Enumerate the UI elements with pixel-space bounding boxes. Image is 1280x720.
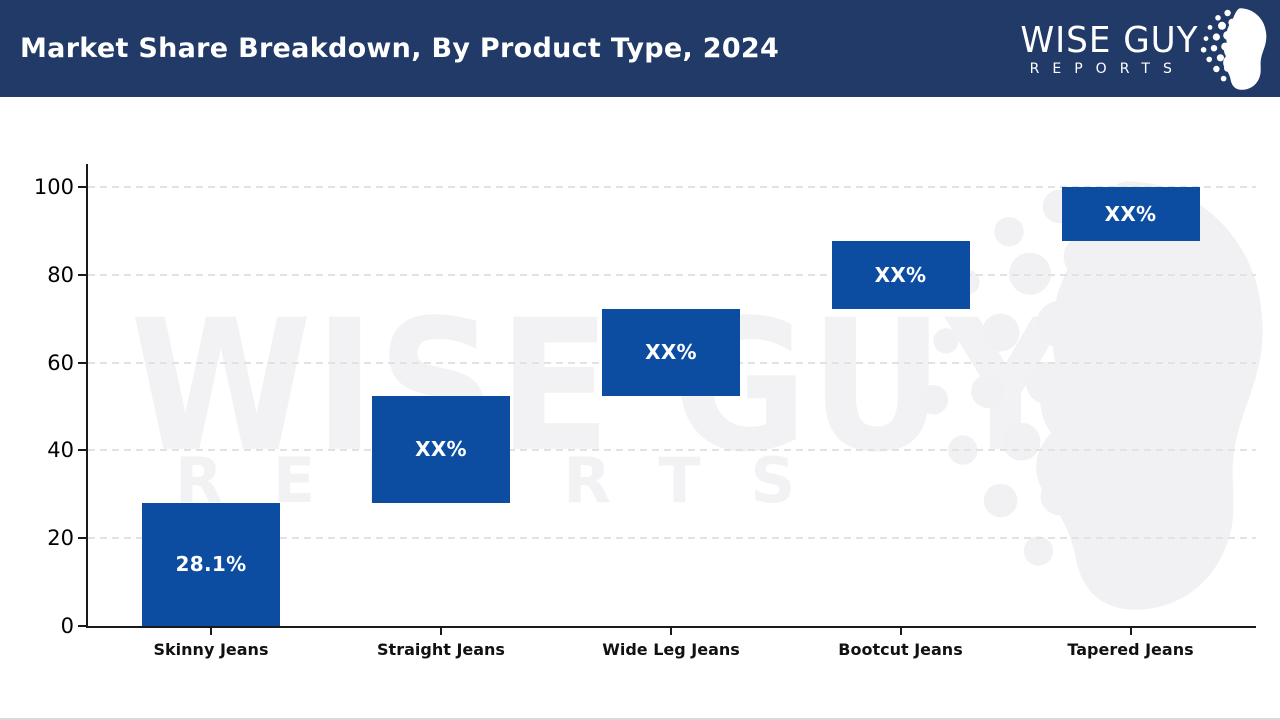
gridline-20 — [88, 537, 1256, 540]
brand-logo-wiseguy: WISE GUY — [1019, 19, 1198, 61]
y-tick-label-60: 60 — [47, 350, 74, 375]
y-tick-mark-80 — [78, 273, 88, 276]
x-axis-label-tapered-jeans: Tapered Jeans — [1067, 640, 1194, 659]
y-tick-mark-60 — [78, 361, 88, 364]
bar-straight-jeans: XX% — [372, 395, 510, 503]
page-title: Market Share Breakdown, By Product Type,… — [20, 33, 780, 64]
brand-logo-text: WISE GUY REPORTS — [1011, 19, 1199, 77]
bar-skinny-jeans: 28.1% — [142, 502, 280, 626]
y-tick-mark-0 — [78, 625, 88, 627]
y-tick-label-0: 0 — [60, 614, 74, 638]
brand-logo-face-icon — [1200, 8, 1267, 90]
bar-value-label-skinny-jeans: 28.1% — [175, 552, 247, 577]
y-tick-mark-100 — [78, 186, 88, 188]
x-tick-mark-skinny-jeans — [210, 628, 212, 635]
header-bar: Market Share Breakdown, By Product Type,… — [0, 0, 1280, 97]
x-axis-label-skinny-jeans: Skinny Jeans — [153, 640, 269, 659]
y-tick-mark-40 — [78, 449, 88, 452]
brand-logo-reports: REPORTS — [1029, 60, 1185, 77]
y-tick-label-100: 100 — [33, 175, 74, 199]
y-tick-label-40: 40 — [47, 438, 74, 463]
y-axis-line — [86, 164, 88, 628]
brand-logo: WISE GUY REPORTS — [1011, 4, 1273, 94]
x-axis-label-wide-leg-jeans: Wide Leg Jeans — [602, 640, 740, 659]
gridline-100 — [88, 186, 1256, 188]
watermark-wiseguy: WISE GUY — [130, 280, 1068, 492]
bar-bootcut-jeans: XX% — [831, 241, 970, 309]
bar-value-label-wide-leg-jeans: XX% — [645, 340, 697, 365]
y-tick-label-80: 80 — [47, 262, 74, 287]
x-axis-line — [86, 626, 1256, 628]
x-tick-mark-tapered-jeans — [1129, 628, 1132, 635]
bar-value-label-tapered-jeans: XX% — [1104, 202, 1157, 227]
bar-wide-leg-jeans: XX% — [602, 308, 740, 396]
bar-tapered-jeans: XX% — [1061, 187, 1200, 242]
gridline-40 — [88, 449, 1256, 452]
x-tick-mark-wide-leg-jeans — [670, 628, 672, 635]
x-tick-mark-straight-jeans — [440, 628, 442, 635]
x-tick-mark-bootcut-jeans — [899, 628, 902, 635]
x-axis-label-straight-jeans: Straight Jeans — [377, 640, 505, 659]
gridline-80 — [88, 273, 1256, 276]
x-axis-label-bootcut-jeans: Bootcut Jeans — [838, 640, 963, 659]
bar-value-label-bootcut-jeans: XX% — [874, 263, 927, 287]
bar-value-label-straight-jeans: XX% — [415, 437, 467, 462]
y-tick-label-20: 20 — [47, 526, 74, 551]
y-tick-mark-20 — [78, 537, 88, 540]
